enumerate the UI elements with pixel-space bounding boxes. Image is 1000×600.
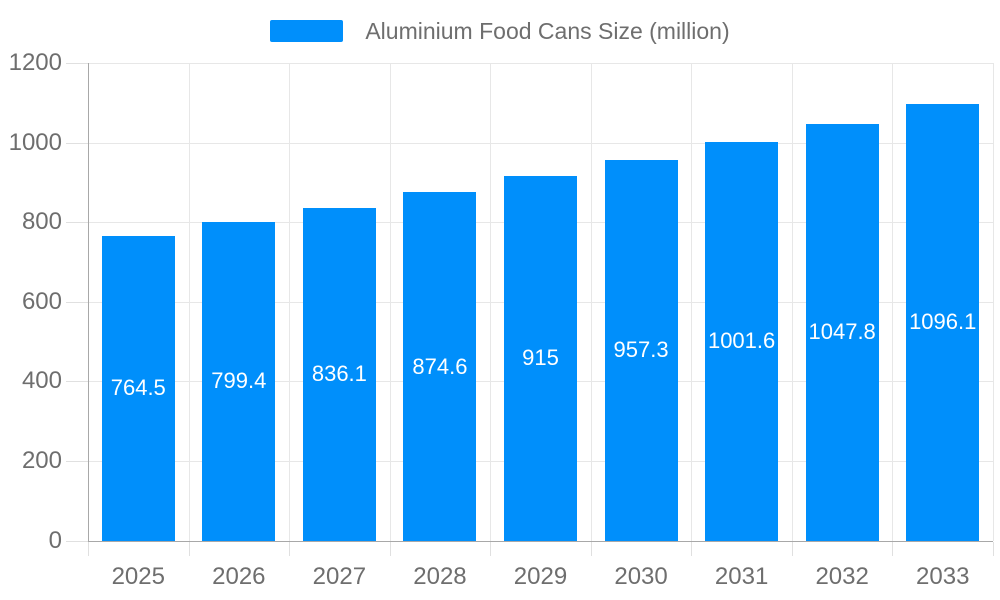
- bar[interactable]: 915: [504, 176, 577, 541]
- x-axis-tick-label: 2030: [614, 562, 668, 590]
- y-axis-tick-label: 1200: [8, 49, 62, 76]
- x-axis-tick-label: 2033: [916, 562, 970, 590]
- y-axis-tick-label: 600: [21, 287, 62, 315]
- y-axis-tick: [66, 63, 88, 64]
- y-axis-line: [88, 63, 89, 541]
- x-axis-tick: [892, 541, 894, 556]
- y-axis-tick: [66, 142, 88, 144]
- bar-value-label: 1096.1: [909, 309, 977, 335]
- gridline-vertical: [691, 63, 693, 541]
- x-axis-tick: [188, 541, 190, 556]
- gridline-horizontal: [88, 63, 993, 64]
- x-axis-tick: [88, 541, 89, 556]
- y-axis-tick: [66, 301, 88, 303]
- bar-value-label: 1001.6: [707, 328, 776, 354]
- y-axis-tick-label: 1000: [8, 128, 62, 156]
- x-axis-line: [88, 540, 993, 542]
- bar-value-label: 915: [522, 345, 559, 371]
- y-axis-tick: [66, 460, 88, 462]
- y-axis-tick-label: 400: [21, 367, 62, 395]
- x-axis-tick-label: 2031: [714, 562, 769, 590]
- gridline-vertical: [188, 63, 190, 541]
- bar[interactable]: 1096.1: [906, 104, 980, 541]
- gridline-vertical: [590, 63, 592, 541]
- gridline-vertical: [993, 63, 994, 541]
- bar-value-label: 957.3: [613, 337, 669, 363]
- y-axis-tick-label: 200: [21, 446, 62, 474]
- y-axis-tick: [66, 540, 88, 542]
- x-axis-tick-label: 2032: [815, 562, 869, 590]
- gridline-vertical: [791, 63, 793, 541]
- bar[interactable]: 874.6: [403, 192, 477, 541]
- x-axis-tick: [691, 541, 693, 556]
- x-axis-tick-label: 2028: [413, 562, 467, 590]
- plot-area: 764.5 799.4 836.1 874.6 915 957.3 1001.6 1047.8…: [88, 63, 994, 541]
- x-axis-tick: [389, 541, 391, 556]
- bar[interactable]: 799.4: [202, 222, 276, 541]
- x-axis-tick: [490, 541, 492, 556]
- x-axis-tick: [791, 541, 793, 556]
- bar-value-label: 1047.8: [808, 319, 876, 345]
- bar-value-label: 799.4: [211, 368, 267, 394]
- gridline-vertical: [389, 63, 391, 541]
- y-axis-tick: [66, 381, 88, 383]
- y-axis-tick-label: 800: [21, 208, 62, 236]
- gridline-vertical: [490, 63, 492, 541]
- gridline-vertical: [289, 63, 291, 541]
- gridline-horizontal: [88, 142, 993, 144]
- bar-value-label: 874.6: [412, 353, 468, 379]
- bar[interactable]: 764.5: [101, 236, 175, 541]
- x-axis-tick: [590, 541, 592, 556]
- x-axis-tick-label: 2025: [111, 562, 165, 590]
- y-axis-tick: [66, 222, 88, 224]
- legend-marker-icon: [270, 20, 344, 42]
- bar[interactable]: 1001.6: [705, 141, 779, 541]
- bar[interactable]: 836.1: [302, 207, 376, 541]
- x-axis-tick: [993, 541, 994, 556]
- bar-value-label: 764.5: [110, 375, 166, 401]
- legend-item[interactable]: Aluminium Food Cans Size (million): [0, 18, 1000, 44]
- x-axis-tick-label: 2029: [513, 562, 568, 590]
- legend-label: Aluminium Food Cans Size (million): [365, 17, 730, 44]
- bar[interactable]: 1047.8: [805, 123, 879, 541]
- gridline-vertical: [892, 63, 894, 541]
- x-axis-tick-label: 2026: [212, 562, 266, 590]
- x-axis-tick: [289, 541, 291, 556]
- y-axis-tick-label: 0: [48, 526, 62, 554]
- bar-value-label: 836.1: [311, 361, 367, 387]
- bar[interactable]: 957.3: [604, 159, 678, 541]
- x-axis-tick-label: 2027: [312, 562, 367, 590]
